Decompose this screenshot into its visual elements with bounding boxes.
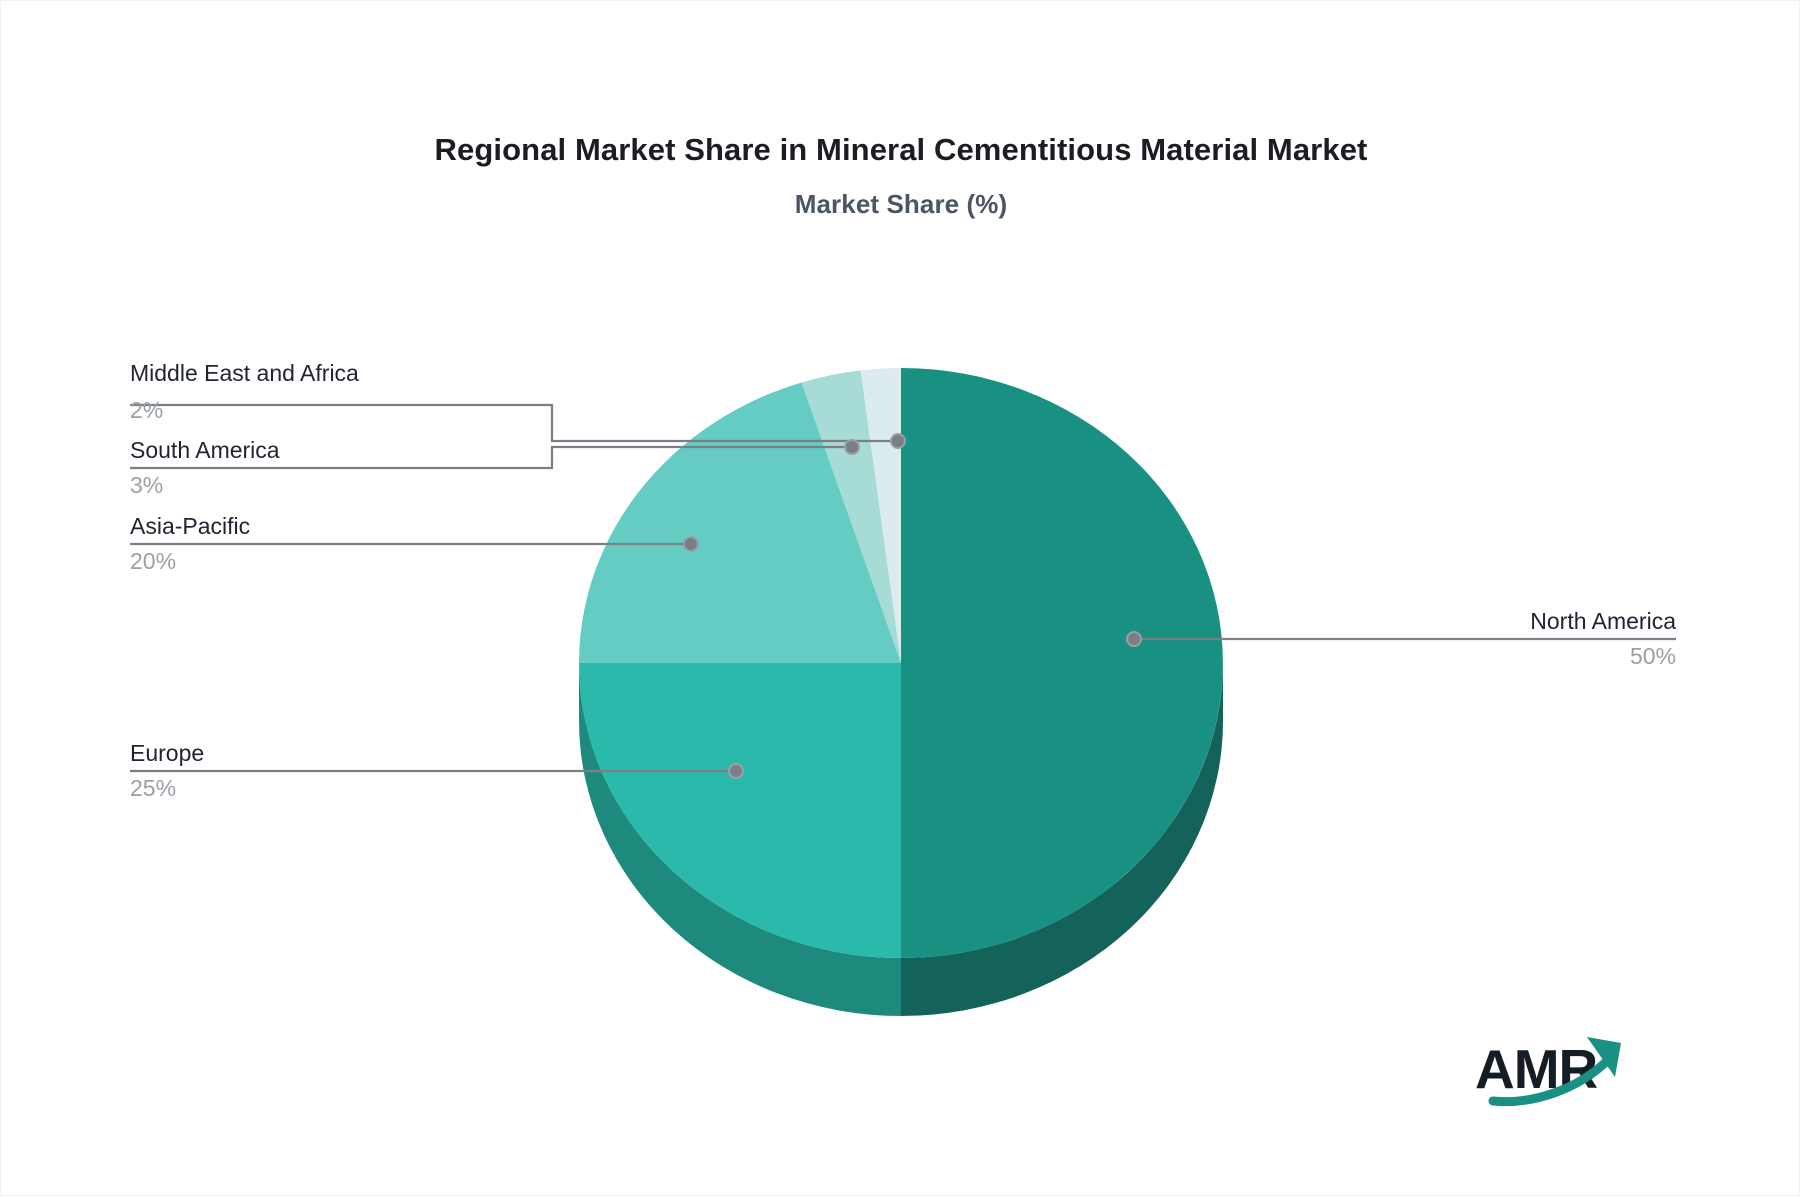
leader-dot-asia-pacific [683,536,699,552]
callout-asia-pacific[interactable]: Asia-Pacific 20% [130,512,250,577]
callout-europe[interactable]: Europe 25% [130,739,204,804]
leader-dot-europe [728,763,744,779]
growth-arrow-icon [1488,1037,1621,1107]
callout-value-middle-east-and-africa: 2% [130,397,164,424]
leader-dot-south-america [844,439,860,455]
callout-value-asia-pacific: 20% [130,548,177,575]
pie-slice-north-america[interactable] [901,368,1223,958]
pie-slice-asia-pacific[interactable] [579,382,901,663]
pie-slice-europe[interactable] [579,663,901,958]
callout-label-middle-east-and-africa: Middle East and Africa [130,360,359,386]
title-block: Regional Market Share in Mineral Cementi… [1,131,1800,220]
pie-side-wall-north-america [901,663,1223,1016]
callout-label-south-america: South America [130,437,280,463]
leader-line-middle-east-and-africa [130,403,898,443]
leader-dot-middle-east-and-africa [890,433,906,449]
callout-label-asia-pacific: Asia-Pacific [130,513,251,539]
callout-north-america[interactable]: North America 50% [1176,607,1676,672]
callout-label-europe: Europe [130,740,205,766]
page-title: Regional Market Share in Mineral Cementi… [434,132,1368,167]
callout-value-north-america: 50% [1629,643,1676,670]
amr-logo-text: AMR [1475,1038,1598,1100]
leader-dot-north-america [1126,631,1142,647]
leader-line-south-america [130,445,852,470]
amr-logo: AMR [1475,1031,1665,1109]
pie-side-wall-europe [579,663,901,1016]
callout-middle-east-and-africa[interactable]: Middle East and Africa 2% [130,359,359,426]
pie-slice-south-america[interactable] [801,370,902,663]
callout-south-america[interactable]: South America 3% [130,436,280,501]
callout-label-north-america: North America [1530,608,1676,634]
leader-lines [130,403,1676,779]
callout-value-south-america: 3% [130,472,164,499]
pie-3d-depth [579,663,1223,1016]
chart-subtitle: Market Share (%) [794,188,1008,219]
callout-value-europe: 25% [130,775,177,802]
pie-slices [579,368,1223,958]
